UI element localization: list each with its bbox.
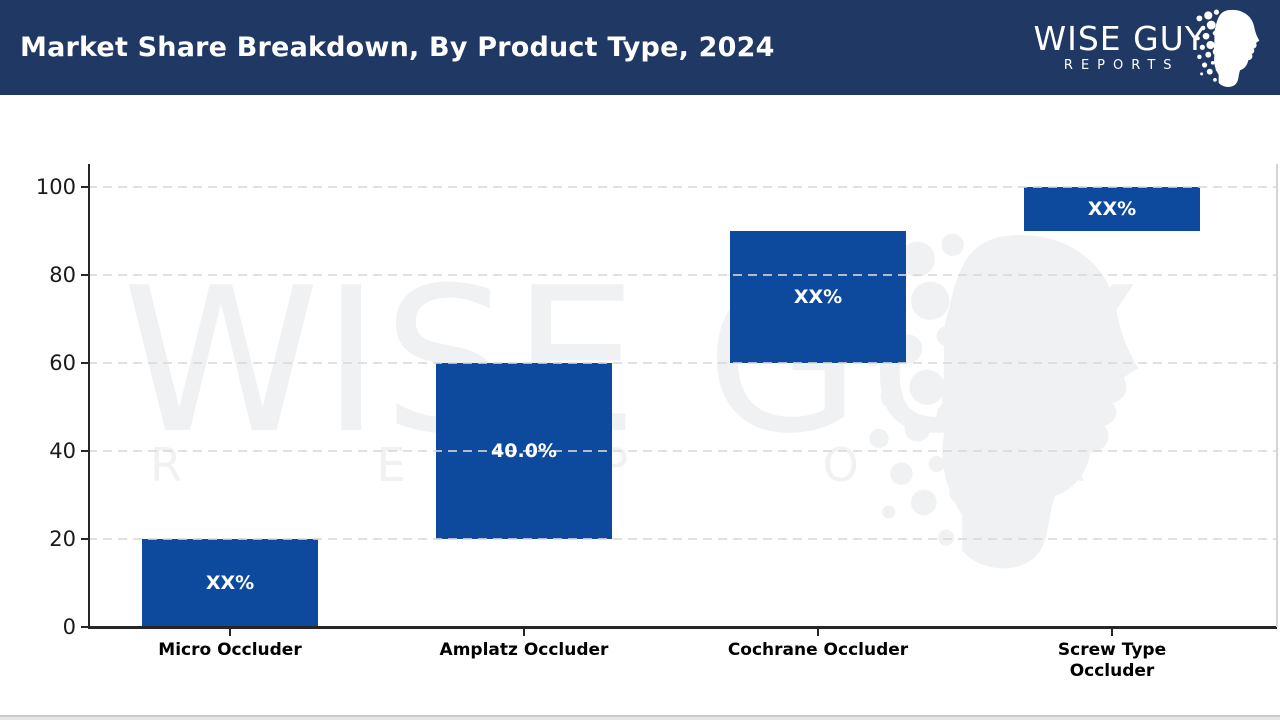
x-tick-mark: [229, 628, 231, 636]
bar-value-label: XX%: [793, 286, 843, 308]
bar-value-label: 40.0%: [491, 440, 557, 462]
brand-logo: WISE GUY REPORTS: [1033, 7, 1266, 89]
bar-cochrane-occluder: [730, 231, 906, 363]
gridline-y-60: [88, 362, 1277, 364]
y-tick-mark: [81, 626, 88, 628]
y-tick-label: 60: [49, 351, 76, 375]
gridline-y-20: [88, 538, 1277, 540]
brand-logo-primary-text: WISE GUY: [1033, 19, 1206, 58]
x-category-label: Micro Occluder: [158, 640, 302, 660]
y-tick-mark: [81, 538, 88, 540]
x-tick-mark: [817, 628, 819, 636]
footer-divider-line: [0, 715, 1280, 717]
y-axis-left-spine: [88, 164, 90, 629]
face-dots-logo-icon: [1196, 9, 1260, 87]
footer-band: [0, 717, 1280, 720]
right-spine: [1276, 164, 1278, 627]
bar-micro-occluder: [142, 539, 318, 627]
y-tick-label: 80: [49, 263, 76, 287]
y-tick-label: 100: [35, 175, 76, 199]
bar-value-label: XX%: [205, 572, 255, 594]
x-tick-mark: [1111, 628, 1113, 636]
x-category-label: Screw Type Occluder: [1057, 640, 1167, 682]
page-title: Market Share Breakdown, By Product Type,…: [20, 32, 775, 63]
y-tick-label: 40: [49, 439, 76, 463]
bar-value-label: XX%: [1087, 198, 1137, 220]
brand-logo-secondary-text: REPORTS: [1063, 58, 1180, 73]
gridline-y-80: [88, 274, 1277, 276]
gridline-y-100: [88, 186, 1277, 188]
x-tick-mark: [523, 628, 525, 636]
x-axis-bottom-spine: [88, 626, 1277, 629]
y-tick-label: 20: [49, 527, 76, 551]
bar-screw-type-occluder: [1024, 187, 1200, 231]
gridline-y-40: [88, 450, 1277, 452]
y-tick-label: 0: [62, 615, 76, 639]
y-tick-mark: [81, 450, 88, 452]
brand-logo-text: WISE GUY REPORTS: [1033, 22, 1206, 73]
y-tick-mark: [81, 362, 88, 364]
header-bar: Market Share Breakdown, By Product Type,…: [0, 0, 1280, 95]
x-category-label: Amplatz Occluder: [439, 640, 609, 660]
y-tick-mark: [81, 274, 88, 276]
y-tick-mark: [81, 186, 88, 188]
x-category-label: Cochrane Occluder: [727, 640, 909, 660]
